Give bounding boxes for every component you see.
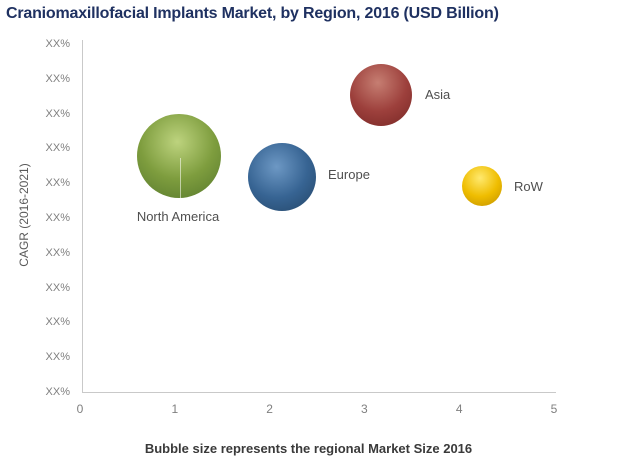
y-axis-line <box>82 40 83 392</box>
bubble-label-north-america: North America <box>136 209 220 224</box>
x-axis-tick-label: 0 <box>76 402 84 416</box>
y-axis-tick-label: XX% <box>45 107 70 120</box>
y-axis-tick-label: XX% <box>45 212 70 224</box>
x-axis-tick-label: 4 <box>455 402 463 416</box>
x-axis-tick-label: 3 <box>361 402 368 416</box>
bubble-asia <box>349 64 412 126</box>
bubble-europe <box>248 143 317 211</box>
x-axis-tick-label: 2 <box>266 402 273 416</box>
y-axis-title: CAGR (2016-2021) <box>17 163 31 267</box>
y-axis-tick-label: XX% <box>45 72 70 85</box>
bubble-size-caption: Bubble size represents the regional Mark… <box>144 441 473 456</box>
y-axis-tick-label: XX% <box>45 316 70 329</box>
y-axis-tick-label: XX% <box>45 38 70 50</box>
x-axis-tick-label: 1 <box>171 402 179 416</box>
bubble-label-asia: Asia <box>425 87 451 102</box>
x-axis-tick-label: 5 <box>550 402 558 416</box>
bubble-north-america <box>136 114 221 198</box>
x-axis-line <box>82 392 556 393</box>
y-axis-tick-label: XX% <box>45 246 70 259</box>
label-leader-line <box>179 158 181 207</box>
y-axis-tick-label: XX% <box>45 281 70 294</box>
bubble-label-europe: Europe <box>328 167 370 182</box>
y-axis-tick-label: XX% <box>45 177 70 190</box>
chart-title: Craniomaxillofacial Implants Market, by … <box>6 5 499 22</box>
y-axis-tick-label: XX% <box>45 351 70 364</box>
y-axis-tick-label: XX% <box>45 142 70 155</box>
y-axis-tick-label: XX% <box>45 386 70 398</box>
bubble-row <box>462 166 503 206</box>
bubble-label-row: RoW <box>514 179 543 194</box>
